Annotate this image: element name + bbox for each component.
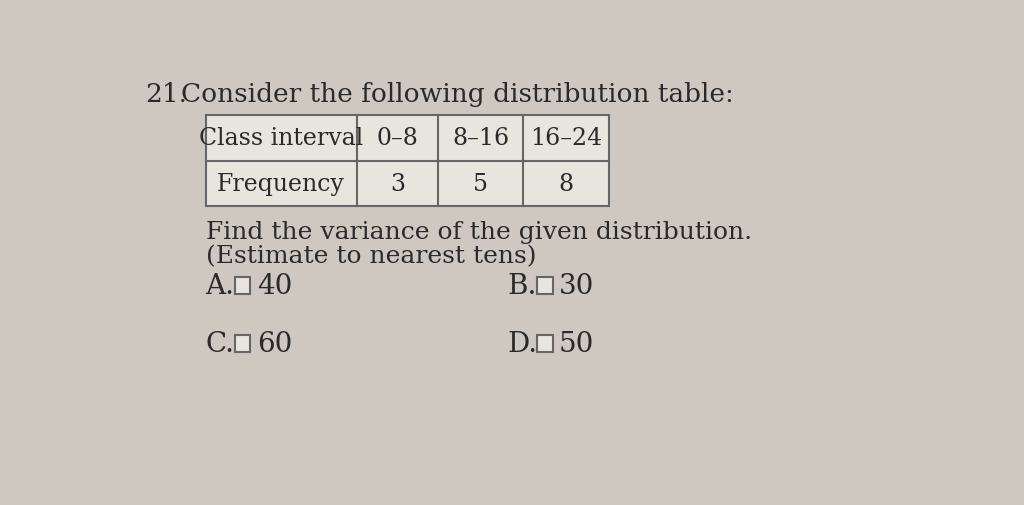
Text: Find the variance of the given distribution.: Find the variance of the given distribut… <box>206 221 752 243</box>
Text: (Estimate to nearest tens): (Estimate to nearest tens) <box>206 245 536 268</box>
Text: 0–8: 0–8 <box>377 127 418 150</box>
Text: D.: D. <box>508 331 538 358</box>
Text: C.: C. <box>206 331 234 358</box>
Bar <box>234 336 251 352</box>
Text: 16–24: 16–24 <box>529 127 602 150</box>
Text: Consider the following distribution table:: Consider the following distribution tabl… <box>180 82 733 107</box>
Text: 50: 50 <box>559 331 594 358</box>
Text: 40: 40 <box>257 272 292 299</box>
Text: A.: A. <box>206 272 234 299</box>
Text: 30: 30 <box>559 272 594 299</box>
Bar <box>206 116 608 207</box>
Text: 5: 5 <box>473 173 488 195</box>
Text: 8–16: 8–16 <box>452 127 509 150</box>
Text: B.: B. <box>508 272 538 299</box>
Text: Frequency: Frequency <box>217 173 345 195</box>
Bar <box>538 336 553 352</box>
Bar <box>538 277 553 294</box>
Text: 60: 60 <box>257 331 292 358</box>
Text: Class interval: Class interval <box>199 127 364 150</box>
Text: 21.: 21. <box>145 82 187 107</box>
Bar <box>234 277 251 294</box>
Text: 3: 3 <box>390 173 404 195</box>
Text: 8: 8 <box>558 173 573 195</box>
